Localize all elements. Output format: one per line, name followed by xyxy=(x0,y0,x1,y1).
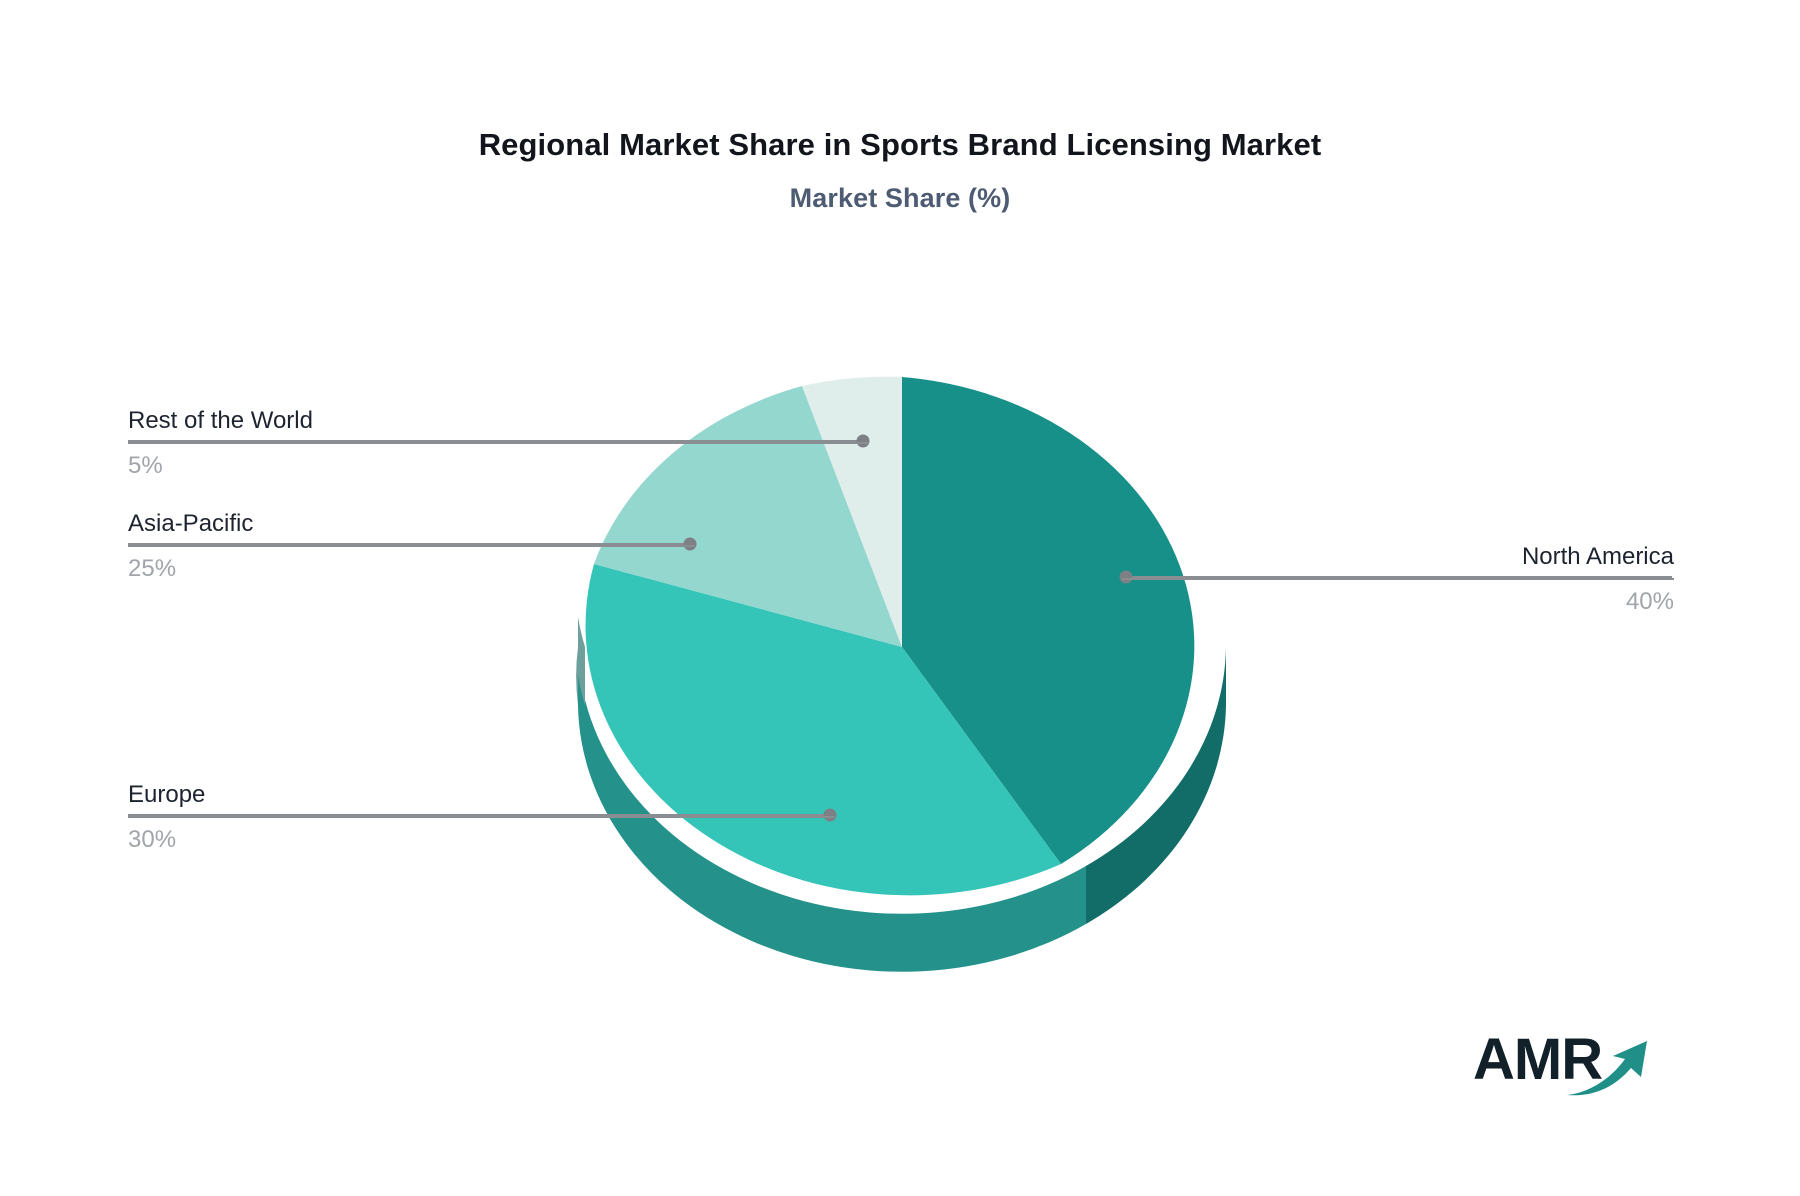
pie-slice-europe xyxy=(585,564,1061,896)
callout-rule-rest-of-the-world xyxy=(128,442,868,444)
leader-dot-rest-of-the-world xyxy=(856,434,870,448)
callout-value-north-america: 40% xyxy=(1625,588,1674,615)
leader-dot-europe xyxy=(823,808,837,822)
leader-dots xyxy=(683,434,1133,822)
amr-logo-text: AMR xyxy=(1473,1027,1603,1092)
callout-name-asia-pacific: Asia-Pacific xyxy=(128,510,254,537)
pie-slice-north-america xyxy=(902,377,1195,864)
callout-name-rest-of-the-world: Rest of the World xyxy=(128,407,313,434)
amr-logo: AMR xyxy=(1473,1031,1648,1103)
pie-slice-rest-of-the-world xyxy=(802,376,902,647)
leader-lines xyxy=(128,440,1672,816)
callout-rule-asia-pacific xyxy=(128,545,695,547)
pie-slice-side-europe xyxy=(578,647,1086,972)
callout-block-north-america: North America 40% xyxy=(1122,542,1674,617)
callout-value-rest-of-the-world: 5% xyxy=(128,452,163,479)
callout-value-europe: 30% xyxy=(128,826,177,853)
growth-arrow-icon xyxy=(1567,1041,1647,1096)
callout-block-asia-pacific: Asia-Pacific 25% xyxy=(128,509,695,584)
pie-slice-side-north-america xyxy=(1086,647,1226,924)
pie-depth-skirt xyxy=(576,617,1226,972)
leader-dot-asia-pacific xyxy=(683,537,697,551)
leader-dot-north-america xyxy=(1119,570,1133,584)
pie-slice-side-asia-pacific xyxy=(576,647,578,705)
callout-block-europe: Europe 30% xyxy=(128,780,835,855)
callout-rule-europe xyxy=(128,816,835,818)
callout-value-asia-pacific: 25% xyxy=(128,555,177,582)
callout-block-rest-of-the-world: Rest of the World 5% xyxy=(128,406,868,481)
callout-rule-north-america xyxy=(1122,578,1674,580)
pie-rim-left-sliver xyxy=(578,617,585,705)
callout-name-europe: Europe xyxy=(128,781,206,808)
pie-top-disc xyxy=(585,376,1195,896)
callout-name-north-america: North America xyxy=(1521,543,1674,570)
pie-slice-asia-pacific xyxy=(594,386,902,647)
